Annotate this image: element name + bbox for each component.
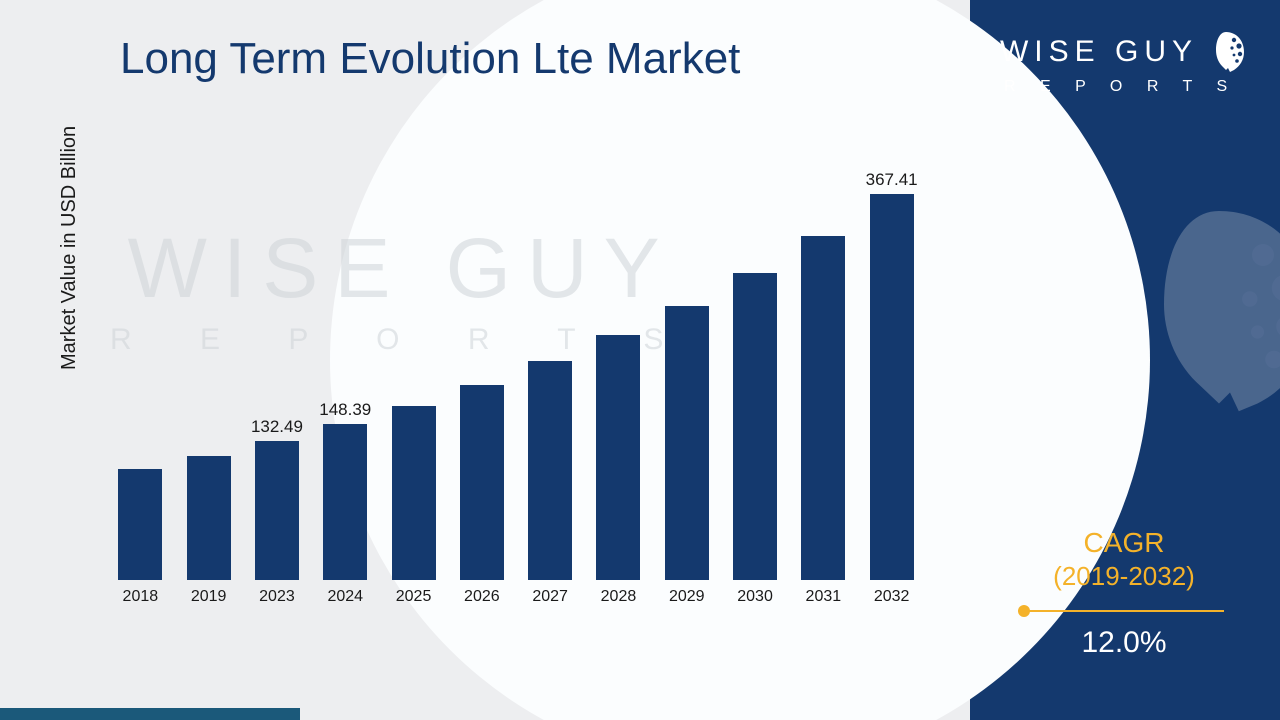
plot-area: 201820192023132.492024148.39202520262027… xyxy=(106,160,926,580)
bar xyxy=(118,469,162,580)
bar-value-label: 367.41 xyxy=(847,170,937,190)
y-axis-label: Market Value in USD Billion xyxy=(58,126,81,370)
bar xyxy=(596,335,640,580)
bar xyxy=(323,424,367,580)
bar xyxy=(255,441,299,580)
cagr-value: 12.0% xyxy=(1004,626,1244,660)
x-tick-label: 2032 xyxy=(852,588,932,606)
cagr-range: (2019-2032) xyxy=(1004,561,1244,592)
bar xyxy=(870,194,914,580)
cagr-divider xyxy=(1024,610,1224,612)
brand-head-icon xyxy=(1204,28,1252,76)
bar xyxy=(392,406,436,581)
bar xyxy=(665,306,709,580)
bottom-accent-bar xyxy=(0,708,300,720)
bar xyxy=(460,385,504,580)
brand-logo: WISE GUY R E P O R T S xyxy=(1000,28,1252,96)
page-root: Long Term Evolution Lte Market WISE GUY … xyxy=(0,0,1280,720)
bar xyxy=(733,273,777,580)
bar xyxy=(528,361,572,580)
brand-line2-text: R E P O R T S xyxy=(1000,78,1252,96)
cagr-block: CAGR (2019-2032) 12.0% xyxy=(1004,527,1244,660)
bar-value-label: 148.39 xyxy=(300,400,390,420)
bar-chart: Market Value in USD Billion 201820192023… xyxy=(66,160,926,620)
cagr-title: CAGR xyxy=(1004,527,1244,559)
bar xyxy=(801,236,845,580)
brand-line1-text: WISE GUY xyxy=(1000,35,1198,69)
chart-title: Long Term Evolution Lte Market xyxy=(120,34,740,84)
bar xyxy=(187,456,231,580)
